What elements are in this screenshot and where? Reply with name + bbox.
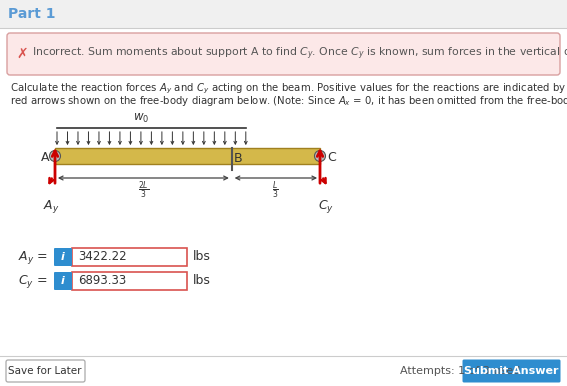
Text: $\frac{2L}{3}$: $\frac{2L}{3}$ [138,180,149,201]
Text: C: C [327,151,336,164]
Text: Attempts: 1 of 3 used: Attempts: 1 of 3 used [400,366,521,376]
FancyBboxPatch shape [6,360,85,382]
Text: 6893.33: 6893.33 [78,274,126,288]
Text: i: i [61,276,65,286]
Bar [72,248,187,266]
Text: $\frac{L}{3}$: $\frac{L}{3}$ [272,180,280,201]
Text: red arrows shown on the free-body diagram below. (Note: Since $A_x$ = 0, it has : red arrows shown on the free-body diagra… [10,94,567,108]
Text: $C_y$: $C_y$ [318,198,334,215]
Text: Save for Later: Save for Later [9,366,82,376]
Text: ✗: ✗ [16,47,28,61]
FancyBboxPatch shape [54,248,72,266]
FancyBboxPatch shape [7,33,560,75]
Text: 3422.22: 3422.22 [78,251,126,264]
Circle shape [315,151,325,161]
Text: i: i [61,252,65,262]
Circle shape [49,151,61,161]
Text: A: A [40,151,49,164]
Text: $w_0$: $w_0$ [133,112,150,125]
FancyBboxPatch shape [54,272,72,290]
Text: $C_y$ =: $C_y$ = [18,273,48,290]
FancyBboxPatch shape [463,359,561,383]
Bar [72,272,187,290]
Text: $A_y$: $A_y$ [43,198,60,215]
Bar [55,148,320,164]
Text: Submit Answer: Submit Answer [464,366,558,376]
Text: lbs: lbs [193,274,211,288]
Text: Part 1: Part 1 [8,7,56,21]
Text: B: B [234,152,242,165]
Text: lbs: lbs [193,251,211,264]
Text: Incorrect. Sum moments about support A to find $C_y$. Once $C_y$ is known, sum f: Incorrect. Sum moments about support A t… [32,46,567,62]
Text: $A_y$ =: $A_y$ = [18,249,48,266]
Bar [0,0,567,28]
Text: Calculate the reaction forces $A_y$ and $C_y$ acting on the beam. Positive value: Calculate the reaction forces $A_y$ and … [10,82,567,96]
